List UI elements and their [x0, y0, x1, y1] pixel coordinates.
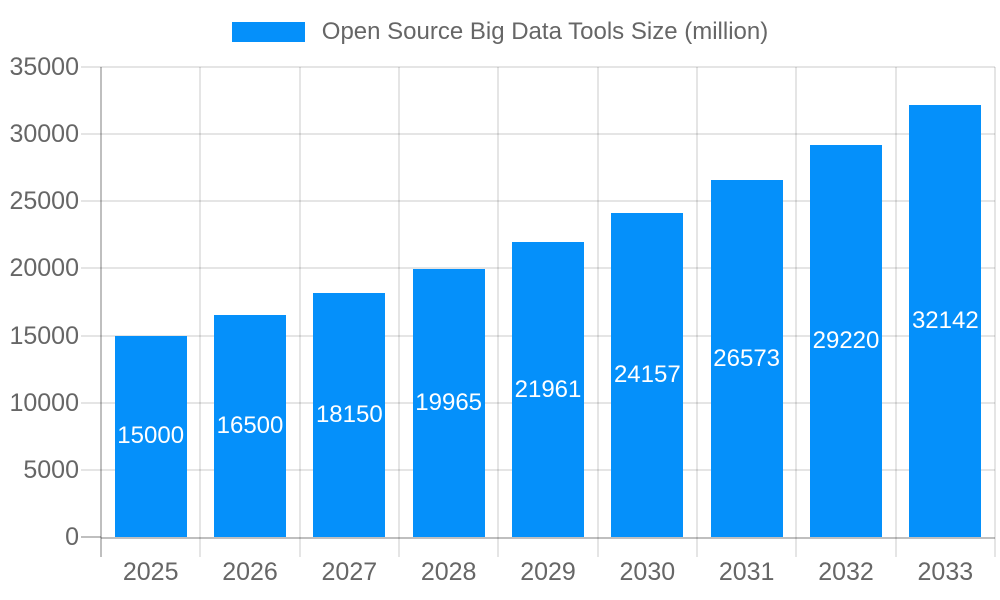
bar-value-label: 16500	[216, 412, 284, 440]
y-axis-tick	[81, 133, 101, 136]
v-gridline	[994, 67, 996, 537]
y-axis-label: 30000	[9, 120, 79, 149]
bar	[313, 293, 386, 537]
h-gridline	[101, 66, 995, 68]
y-axis-tick	[81, 200, 101, 203]
bar	[412, 268, 485, 537]
x-axis-tick	[100, 537, 102, 557]
v-gridline	[596, 67, 599, 537]
bar-value-label: 21961	[514, 375, 582, 403]
bar	[810, 144, 882, 537]
bar	[710, 180, 783, 537]
v-gridline	[199, 67, 202, 537]
x-axis-tick	[596, 537, 599, 557]
y-axis-label: 0	[65, 523, 79, 551]
x-axis-label: 2033	[917, 558, 974, 586]
legend-label: Open Source Big Data Tools Size (million…	[321, 18, 769, 45]
legend-swatch-icon	[231, 22, 305, 42]
v-gridline	[398, 67, 400, 537]
bar	[214, 315, 286, 537]
v-gridline	[100, 67, 102, 537]
y-axis-tick	[81, 267, 101, 270]
bar-value-label: 32142	[911, 307, 979, 335]
bar-value-label: 24157	[613, 360, 681, 388]
v-gridline	[795, 67, 798, 537]
bar-value-label: 29220	[812, 326, 880, 354]
y-axis-tick	[81, 536, 101, 538]
x-axis-tick	[894, 537, 897, 557]
y-axis-label: 25000	[9, 187, 79, 216]
x-axis-tick	[298, 537, 301, 557]
y-axis-label: 5000	[23, 455, 79, 484]
legend: Open Source Big Data Tools Size (million…	[0, 20, 1000, 44]
y-axis-tick	[81, 401, 101, 404]
bar	[512, 242, 584, 537]
x-axis-label: 2032	[818, 558, 874, 586]
v-gridline	[894, 67, 897, 537]
bar	[909, 105, 982, 537]
bar	[114, 335, 187, 537]
x-axis-tick	[497, 537, 500, 557]
x-axis-label: 2025	[122, 558, 179, 586]
h-gridline	[101, 537, 995, 539]
y-axis-label: 35000	[9, 53, 79, 81]
x-axis-tick	[994, 537, 996, 557]
bar-value-label: 19965	[415, 388, 483, 416]
y-axis-label: 20000	[9, 254, 79, 283]
h-gridline	[101, 133, 995, 136]
x-axis-label: 2030	[619, 558, 676, 586]
legend-item[interactable]: Open Source Big Data Tools Size (million…	[231, 18, 769, 45]
x-axis-label: 2028	[420, 558, 477, 586]
bar	[611, 212, 684, 537]
y-axis-label: 10000	[9, 388, 79, 417]
x-axis-label: 2026	[222, 558, 278, 586]
h-gridline	[101, 200, 995, 203]
x-axis-tick	[696, 537, 698, 557]
x-axis-label: 2027	[321, 558, 378, 586]
x-axis-tick	[795, 537, 798, 557]
y-axis-tick	[81, 334, 101, 337]
bar-value-label: 26573	[713, 344, 781, 372]
x-axis-tick	[398, 537, 400, 557]
x-axis-label: 2029	[520, 558, 576, 586]
y-axis-tick	[81, 468, 101, 471]
x-axis-label: 2031	[718, 558, 775, 586]
plot-area: 0 5000 10000 15000 20000 25000 30000 35000 2025 2…	[9, 53, 996, 586]
x-axis-tick	[199, 537, 202, 557]
v-gridline	[298, 67, 301, 537]
y-axis-label: 15000	[9, 321, 79, 350]
bar-value-label: 15000	[117, 422, 185, 450]
v-gridline	[497, 67, 500, 537]
y-axis-tick	[81, 66, 101, 68]
v-gridline	[696, 67, 698, 537]
bar-value-label: 18150	[315, 401, 383, 429]
